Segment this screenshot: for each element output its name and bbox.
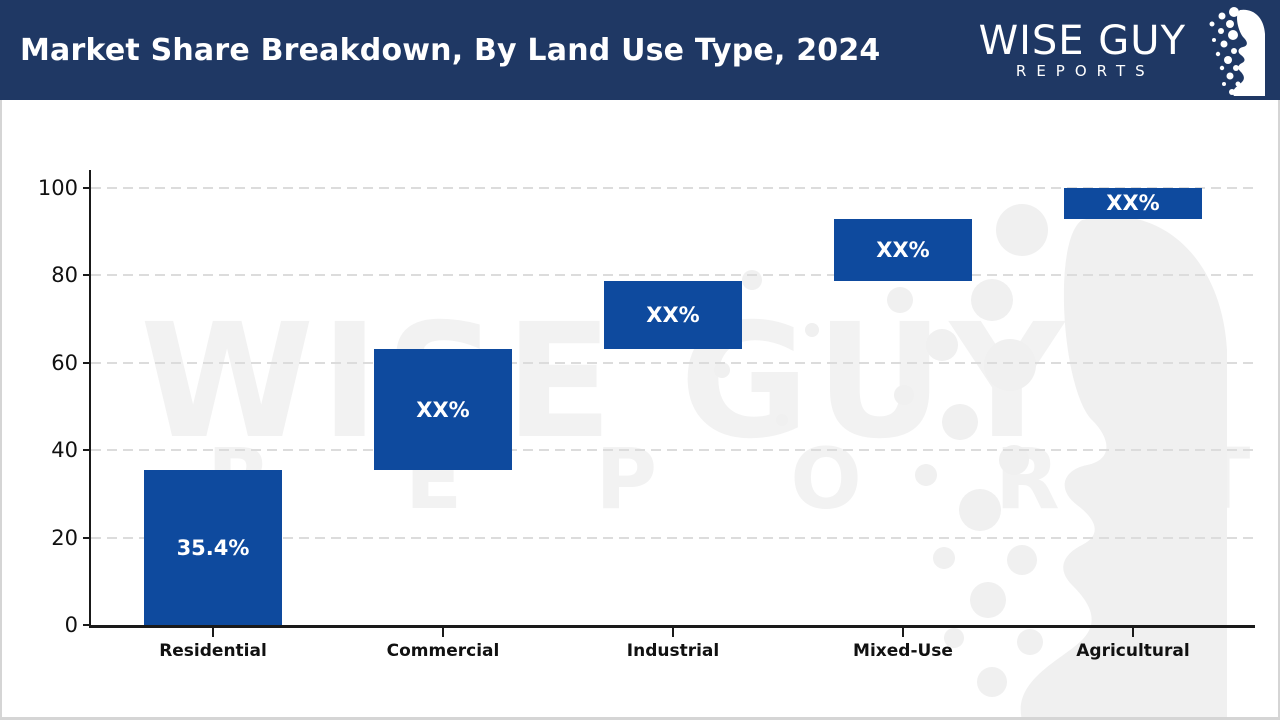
y-tick-mark [83, 536, 91, 539]
y-axis-line [89, 170, 91, 627]
y-tick-mark [83, 274, 91, 276]
x-tick-mark [442, 628, 444, 637]
bar-value-label: XX% [646, 303, 700, 328]
bar-value-label: XX% [1106, 191, 1160, 216]
logo-sub-text: REPORTS [1015, 62, 1155, 80]
x-category-label: Agricultural [1076, 641, 1190, 661]
y-tick-label: 60 [51, 350, 78, 375]
gridline-20 [91, 536, 1255, 539]
bar-value-label: 35.4% [176, 535, 250, 560]
bar-commercial: XX% [374, 348, 512, 471]
y-tick-mark [83, 186, 91, 189]
bar-value-label: XX% [416, 397, 470, 422]
gridline-60 [91, 361, 1255, 364]
wiseguy-logo-text: WISE GUY REPORTS [979, 21, 1186, 79]
y-tick-mark [83, 361, 91, 364]
x-tick-mark [212, 628, 214, 637]
y-tick-label: 100 [37, 175, 78, 200]
bar-agricultural: XX% [1064, 187, 1202, 219]
logo-brand-text: WISE GUY [978, 18, 1186, 64]
x-tick-mark [1132, 628, 1134, 637]
gridline-40 [91, 449, 1255, 451]
gridline-100 [91, 186, 1255, 189]
x-axis-line [89, 625, 1255, 628]
bar-industrial: XX% [604, 281, 742, 349]
bar-mixed-use: XX% [834, 219, 972, 282]
y-tick-label: 40 [51, 438, 78, 462]
y-tick-mark [83, 449, 91, 451]
bar-value-label: XX% [876, 238, 930, 263]
x-category-label: Commercial [386, 641, 500, 661]
x-tick-mark [672, 628, 674, 637]
x-category-label: Mixed-Use [853, 641, 953, 661]
watermark-head-graphic [714, 204, 1227, 717]
x-category-label: Industrial [626, 641, 720, 661]
y-tick-label: 20 [51, 525, 78, 550]
x-tick-mark [902, 628, 904, 637]
bar-residential: 35.4% [144, 470, 282, 625]
gridline-80 [91, 274, 1255, 276]
header: Market Share Breakdown, By Land Use Type… [0, 0, 1280, 100]
wiseguy-logo: WISE GUY REPORTS [979, 4, 1266, 96]
watermark-brand-text: WISE GUY [140, 290, 1071, 474]
chart-title: Market Share Breakdown, By Land Use Type… [20, 32, 881, 68]
y-tick-mark [83, 624, 91, 626]
x-category-label: Residential [159, 641, 267, 661]
wiseguy-head-icon [1209, 7, 1265, 96]
y-tick-label: 0 [64, 613, 78, 637]
y-tick-label: 80 [51, 263, 78, 287]
chart-area: WISE GUY R E P O R T S 02040608010035.4%… [0, 100, 1280, 720]
